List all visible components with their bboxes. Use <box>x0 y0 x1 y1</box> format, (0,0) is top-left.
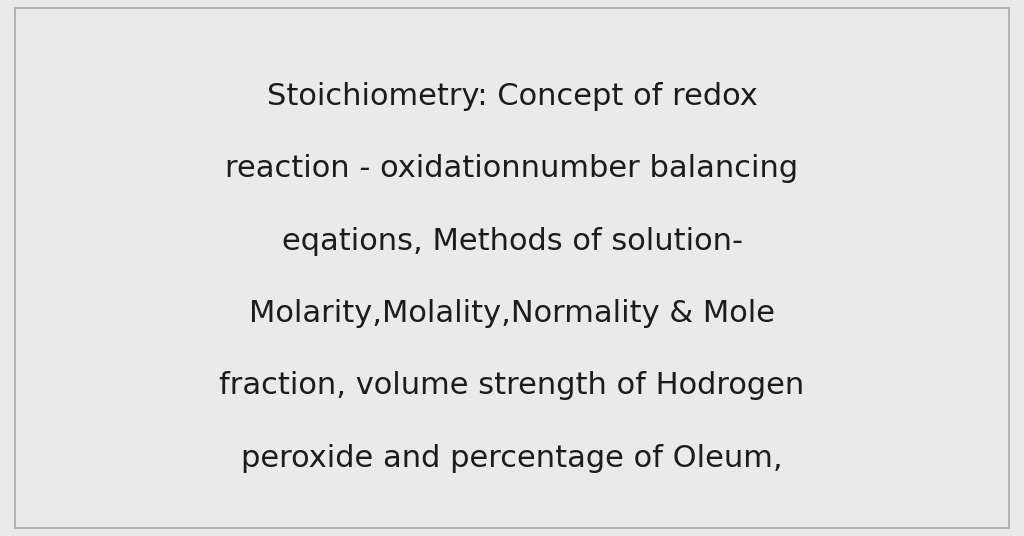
Text: Molarity,Molality,Normality & Mole: Molarity,Molality,Normality & Mole <box>249 299 775 328</box>
Text: reaction - oxidationnumber balancing: reaction - oxidationnumber balancing <box>225 154 799 183</box>
FancyBboxPatch shape <box>15 8 1009 528</box>
Text: eqations, Methods of solution-: eqations, Methods of solution- <box>282 227 742 256</box>
Text: Stoichiometry: Concept of redox: Stoichiometry: Concept of redox <box>266 82 758 111</box>
Text: fraction, volume strength of Hodrogen: fraction, volume strength of Hodrogen <box>219 371 805 400</box>
Text: peroxide and percentage of Oleum,: peroxide and percentage of Oleum, <box>242 444 782 473</box>
